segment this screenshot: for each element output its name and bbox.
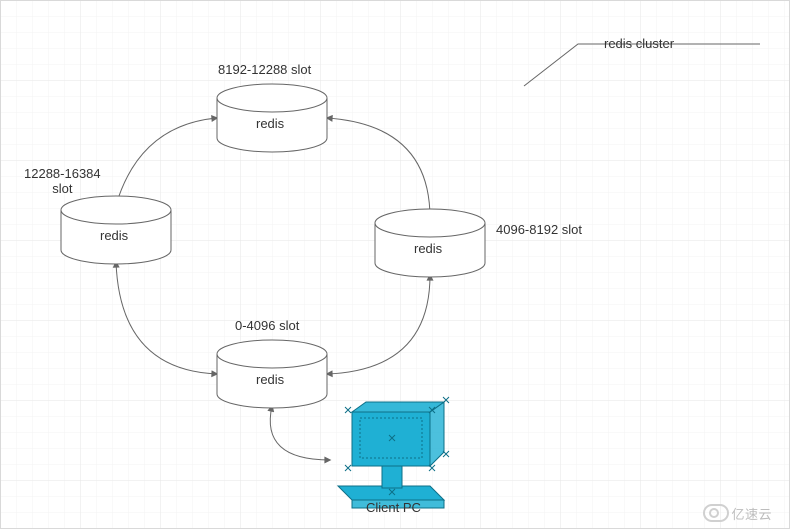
watermark-icon [703, 504, 729, 522]
watermark-text: 亿速云 [731, 507, 772, 522]
client-pc [338, 397, 449, 508]
diagram-canvas: 8192-12288 slot 4096-8192 slot 0-4096 sl… [0, 0, 790, 529]
redis-nodes [61, 84, 485, 408]
watermark: 亿速云 [703, 504, 772, 523]
annotation-bracket [524, 44, 760, 86]
overlay [0, 0, 790, 529]
